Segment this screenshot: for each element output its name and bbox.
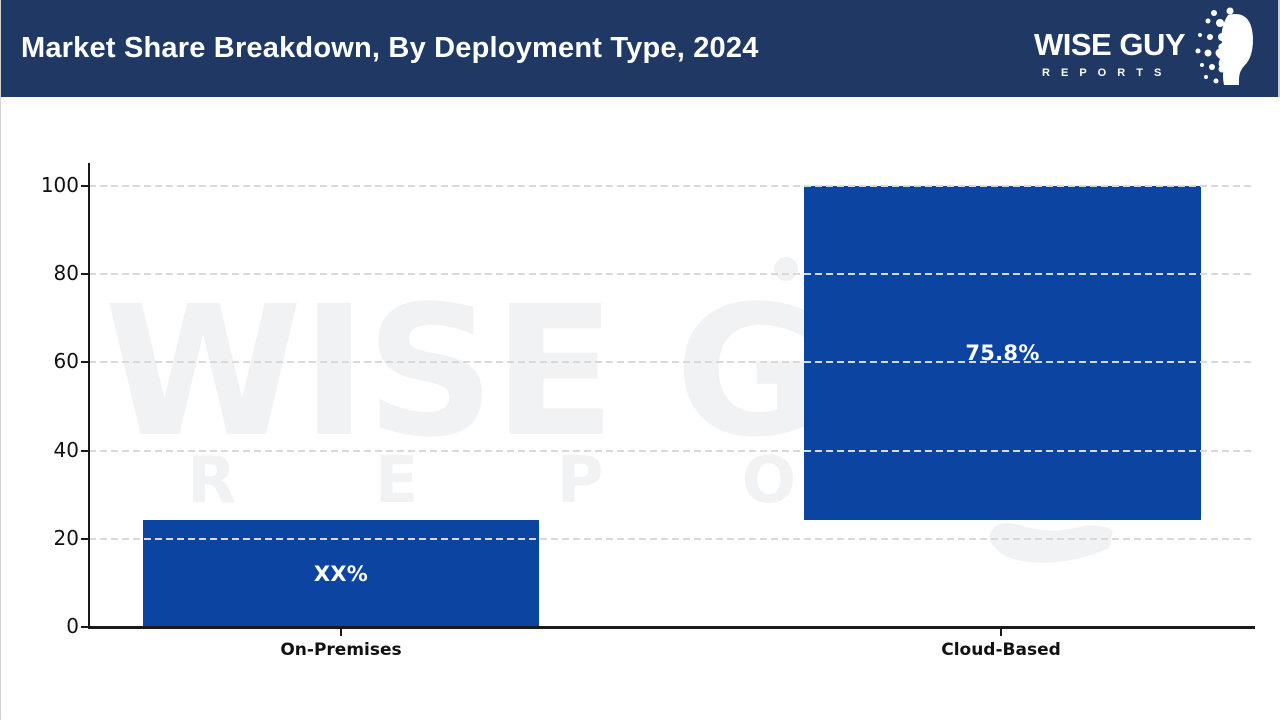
y-tick-label: 20 [53, 525, 79, 550]
bar-value-label: XX% [313, 561, 369, 586]
x-axis-spine [88, 626, 1255, 629]
bar-cloud-based: 75.8% [804, 186, 1201, 521]
x-tick-mark [1000, 627, 1002, 636]
wise-guy-logo-graphic: WISE GUY R E P O R T S [1034, 7, 1253, 85]
y-tick-mark [81, 449, 89, 452]
gridline-40 [89, 449, 1254, 452]
watermark-face-swoosh [989, 523, 1113, 563]
logo-wordmark: WISE GUY [1034, 27, 1186, 62]
bar-value-label: 75.8% [965, 341, 1040, 366]
y-tick-mark [81, 537, 89, 540]
gridline-80 [89, 273, 1254, 276]
gridline-60 [89, 361, 1254, 364]
y-tick-label: 80 [53, 261, 79, 286]
y-tick-mark [81, 273, 89, 276]
bar-chart-canvas: WISE GUY R E P O R T 0 20 40 60 80 100 XX% On-P… [1, 97, 1280, 720]
y-tick-mark [81, 626, 89, 628]
watermark-dot [774, 257, 798, 281]
category-label: On-Premises [280, 640, 402, 660]
gridline-20 [89, 537, 1254, 540]
y-tick-mark [81, 185, 89, 187]
y-tick-label: 0 [66, 614, 79, 638]
y-tick-label: 100 [40, 173, 79, 197]
dotted-face-icon [1195, 7, 1253, 85]
header-band: Market Share Breakdown, By Deployment Ty… [1, 0, 1278, 97]
y-axis-spine [88, 163, 90, 629]
logo-sub-wordmark: R E P O R T S [1042, 67, 1165, 79]
wise-guy-logo: WISE GUY R E P O R T S [1032, 5, 1256, 92]
y-tick-label: 40 [53, 437, 79, 462]
y-tick-label: 60 [53, 349, 79, 374]
page-title: Market Share Breakdown, By Deployment Ty… [21, 32, 759, 64]
gridline-100 [89, 185, 1254, 187]
bar-on-premises: XX% [143, 520, 539, 627]
y-tick-mark [81, 361, 89, 364]
category-label: Cloud-Based [941, 640, 1061, 660]
x-tick-mark [340, 627, 342, 636]
